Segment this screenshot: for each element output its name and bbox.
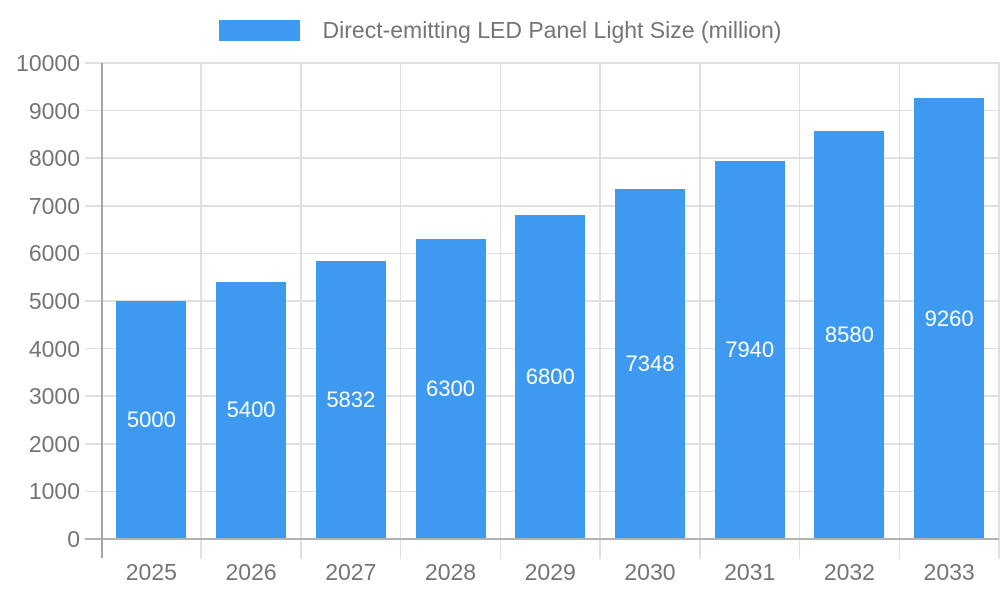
y-gridline [84,205,999,207]
x-axis-line [84,538,999,540]
y-axis-line [100,63,103,558]
x-axis-tick-label: 2026 [225,559,277,585]
x-gridline [898,63,901,559]
bar-value-label: 6300 [426,376,475,402]
x-axis-tick-label: 2027 [325,559,377,585]
x-gridline [699,63,701,559]
y-axis-tick-label: 4000 [28,335,80,362]
x-gridline [300,63,302,559]
bar[interactable] [515,215,586,539]
y-axis-tick-label: 8000 [28,145,80,172]
bar-value-label: 7348 [625,351,675,377]
y-axis-tick-label: 7000 [28,192,80,219]
y-gridline [84,62,999,64]
y-gridline [84,109,999,112]
bar[interactable] [714,161,785,539]
x-gridline [200,63,202,559]
bar[interactable] [814,130,885,539]
y-axis-tick-label: 5000 [28,288,80,314]
y-gridline [84,157,999,159]
x-gridline [998,63,1000,559]
legend-swatch-icon [218,20,300,41]
bar[interactable] [315,261,386,539]
bar-value-label: 9260 [924,305,974,331]
y-axis-tick-label: 1000 [28,478,80,505]
x-axis-tick-label: 2033 [923,559,975,585]
x-gridline [499,63,502,559]
x-axis-tick-label: 2025 [125,559,177,585]
legend[interactable]: Direct-emitting LED Panel Light Size (mi… [0,17,1000,44]
bar[interactable] [116,301,187,539]
bar-value-label: 7940 [725,337,775,363]
y-axis-tick-label: 3000 [28,383,80,410]
bar[interactable] [415,239,486,539]
bar-value-label: 5400 [226,397,276,423]
bar[interactable] [914,98,985,539]
y-axis-tick-label: 9000 [28,97,80,124]
bar-value-label: 6800 [525,364,575,390]
bar[interactable] [614,189,685,539]
legend-label: Direct-emitting LED Panel Light Size (mi… [322,17,782,43]
x-gridline [399,63,402,559]
bar-value-label: 8580 [824,321,874,347]
x-gridline [599,63,601,559]
bar-value-label: 5000 [126,407,176,432]
bar[interactable] [216,281,287,539]
x-axis-tick-label: 2031 [724,559,776,585]
x-axis-tick-label: 2028 [424,559,477,585]
bar-value-label: 5832 [326,387,376,413]
y-axis-tick-label: 10000 [16,50,80,76]
y-axis-tick-label: 2000 [28,430,80,457]
y-axis-tick-label: 6000 [28,240,80,267]
x-gridline [798,63,801,559]
x-axis-tick-label: 2030 [624,559,676,585]
x-axis-tick-label: 2032 [823,559,875,585]
x-axis-tick-label: 2029 [524,559,576,585]
y-axis-tick-label: 0 [67,526,80,552]
